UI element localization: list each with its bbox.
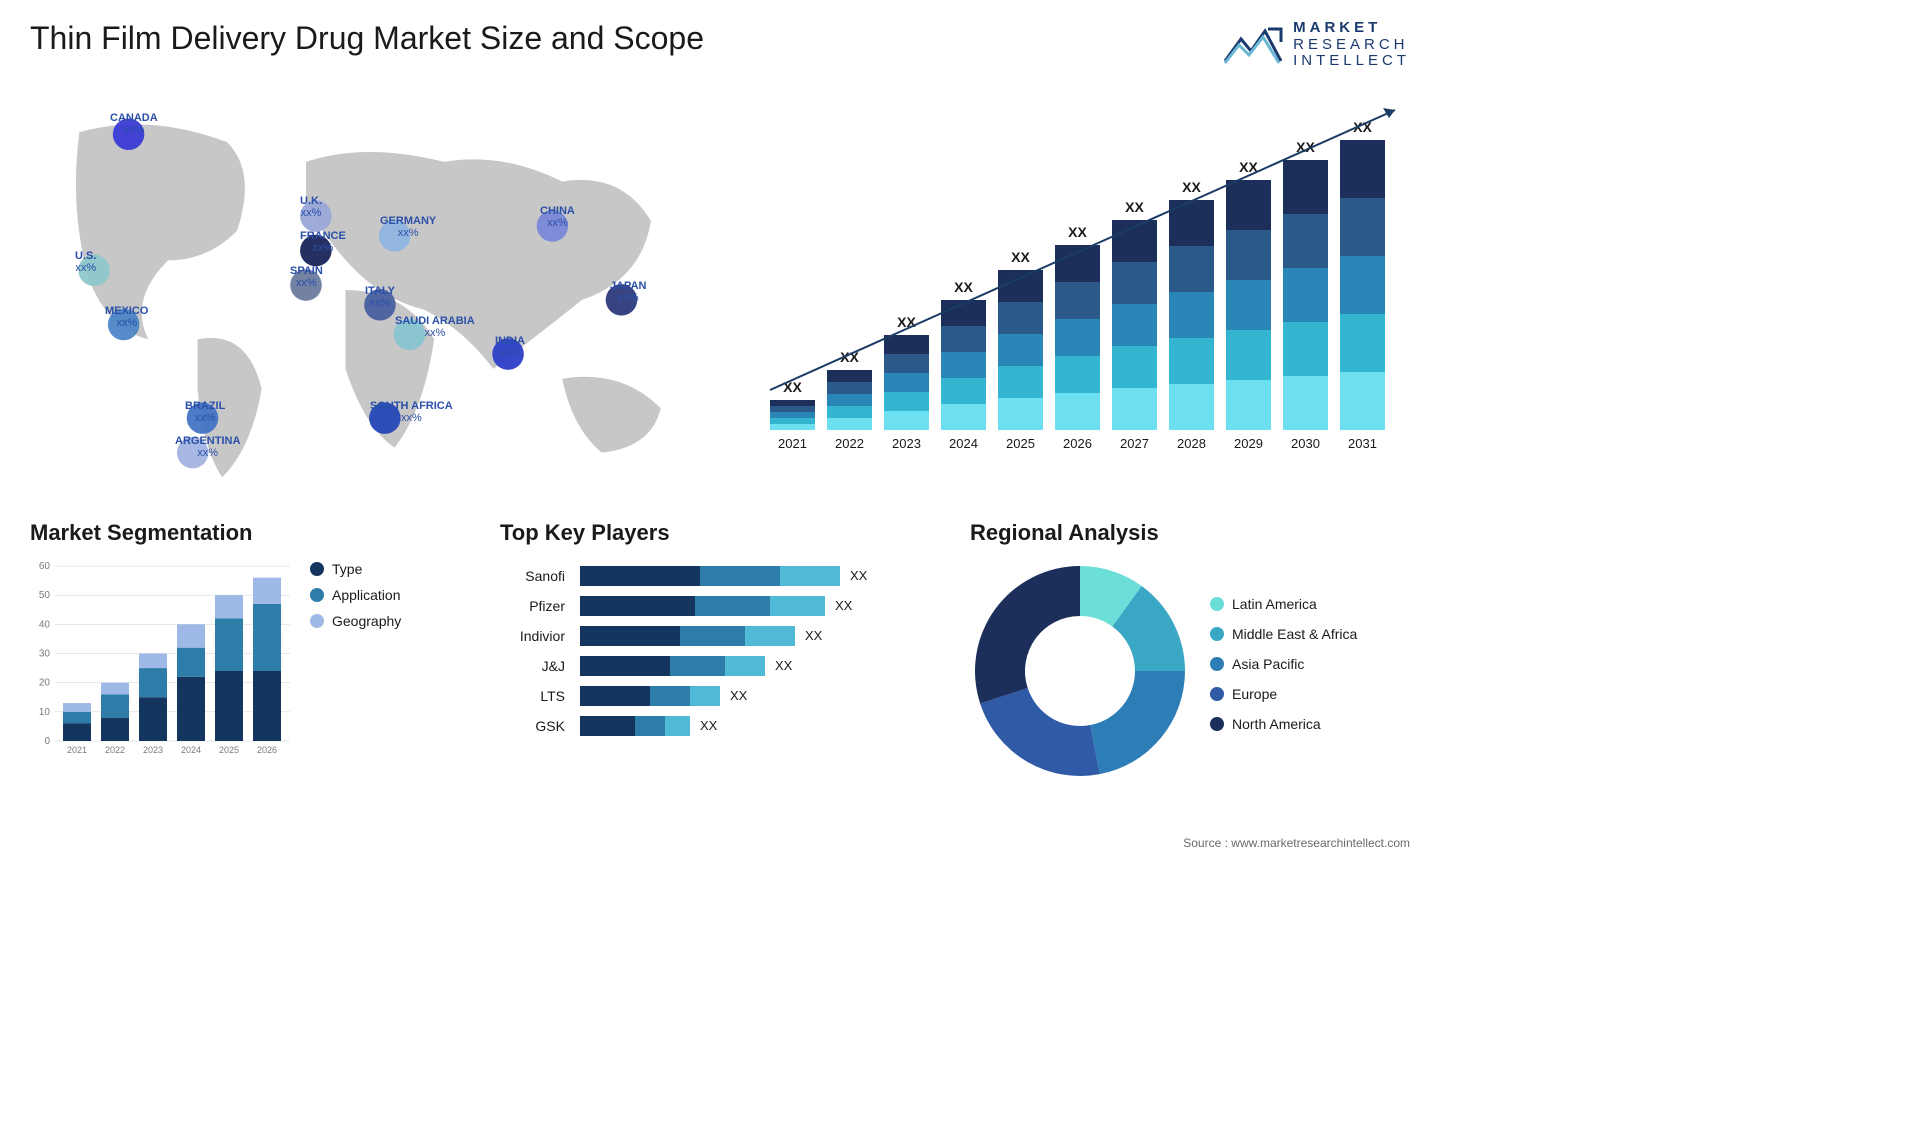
svg-text:XX: XX (1182, 179, 1201, 195)
regional-legend: Latin America Middle East & Africa Asia Pa… (1210, 596, 1357, 746)
player-row: XX (580, 651, 940, 681)
map-label-uk: U.K.xx% (300, 195, 322, 219)
svg-text:XX: XX (783, 379, 802, 395)
growth-chart-panel: XX 2021 XX 2022 XX 2023 XX 2024 XX 2025 XX 2026 XX 20… (760, 90, 1410, 470)
map-label-saudiarabia: SAUDI ARABIAxx% (395, 315, 475, 339)
svg-text:2027: 2027 (1120, 436, 1149, 451)
map-label-china: CHINAxx% (540, 205, 575, 229)
player-row: XX (580, 591, 940, 621)
top-row: CANADAxx% U.S.xx% MEXICOxx% BRAZILxx% ARGENT… (30, 90, 1410, 490)
logo-icon (1223, 21, 1283, 69)
segmentation-legend: Type Application Geography (310, 561, 470, 761)
svg-text:2023: 2023 (143, 745, 163, 755)
header: Thin Film Delivery Drug Market Size and … (30, 20, 1410, 70)
svg-text:60: 60 (39, 561, 51, 572)
svg-text:XX: XX (954, 279, 973, 295)
players-labels: SanofiPfizerIndiviorJ&JLTSGSK (500, 561, 580, 741)
region-legend-middleeastafrica: Middle East & Africa (1210, 626, 1357, 642)
svg-text:2021: 2021 (778, 436, 807, 451)
svg-text:2021: 2021 (67, 745, 87, 755)
player-label-jj: J&J (500, 651, 565, 681)
region-legend-asiapacific: Asia Pacific (1210, 656, 1357, 672)
svg-text:2023: 2023 (892, 436, 921, 451)
player-label-lts: LTS (500, 681, 565, 711)
svg-text:30: 30 (39, 648, 51, 659)
players-panel: Top Key Players SanofiPfizerIndiviorJ&JL… (500, 520, 940, 781)
region-legend-northamerica: North America (1210, 716, 1357, 732)
svg-text:50: 50 (39, 590, 51, 601)
world-map-panel: CANADAxx% U.S.xx% MEXICOxx% BRAZILxx% ARGENT… (30, 90, 720, 490)
source-text: Source : www.marketresearchintellect.com (1183, 836, 1410, 850)
map-label-india: INDIAxx% (495, 335, 525, 359)
svg-text:2022: 2022 (835, 436, 864, 451)
logo: MARKET RESEARCH INTELLECT (1223, 20, 1410, 70)
players-bars: XXXXXXXXXXXX (580, 561, 940, 741)
svg-text:XX: XX (897, 314, 916, 330)
player-row: XX (580, 561, 940, 591)
svg-text:2030: 2030 (1291, 436, 1320, 451)
svg-text:2024: 2024 (949, 436, 978, 451)
map-label-germany: GERMANYxx% (380, 215, 436, 239)
seg-legend-application: Application (310, 587, 470, 603)
map-label-argentina: ARGENTINAxx% (175, 435, 240, 459)
svg-text:2025: 2025 (1006, 436, 1035, 451)
seg-legend-type: Type (310, 561, 470, 577)
regional-donut (970, 561, 1190, 781)
svg-text:40: 40 (39, 619, 51, 630)
segmentation-chart: 0 10 20 30 40 50 60 2021 2022 2023 2024 2025 2026 (30, 561, 290, 761)
segmentation-panel: Market Segmentation 0 10 20 30 40 50 60 2021 202… (30, 520, 470, 781)
player-label-pfizer: Pfizer (500, 591, 565, 621)
svg-text:20: 20 (39, 677, 51, 688)
region-legend-europe: Europe (1210, 686, 1357, 702)
svg-text:2031: 2031 (1348, 436, 1377, 451)
map-label-italy: ITALYxx% (365, 285, 395, 309)
player-row: XX (580, 621, 940, 651)
player-label-sanofi: Sanofi (500, 561, 565, 591)
regional-title: Regional Analysis (970, 520, 1410, 546)
page-title: Thin Film Delivery Drug Market Size and … (30, 20, 704, 57)
regional-panel: Regional Analysis Latin America Middle Ea… (970, 520, 1410, 781)
bottom-row: Market Segmentation 0 10 20 30 40 50 60 2021 202… (30, 520, 1410, 781)
region-legend-latinamerica: Latin America (1210, 596, 1357, 612)
svg-text:2028: 2028 (1177, 436, 1206, 451)
svg-text:XX: XX (1125, 199, 1144, 215)
map-label-japan: JAPANxx% (610, 280, 646, 304)
svg-text:0: 0 (44, 736, 50, 747)
svg-text:2026: 2026 (1063, 436, 1092, 451)
map-label-canada: CANADAxx% (110, 112, 158, 136)
svg-text:2022: 2022 (105, 745, 125, 755)
player-row: XX (580, 681, 940, 711)
player-row: XX (580, 711, 940, 741)
players-title: Top Key Players (500, 520, 940, 546)
map-label-france: FRANCExx% (300, 230, 346, 254)
logo-text: MARKET RESEARCH INTELLECT (1293, 20, 1410, 70)
svg-text:10: 10 (39, 706, 51, 717)
svg-text:XX: XX (1068, 224, 1087, 240)
map-label-southafrica: SOUTH AFRICAxx% (370, 400, 453, 424)
map-label-brazil: BRAZILxx% (185, 400, 225, 424)
player-label-indivior: Indivior (500, 621, 565, 651)
growth-chart: XX 2021 XX 2022 XX 2023 XX 2024 XX 2025 XX 2026 XX 20… (760, 90, 1410, 470)
map-label-mexico: MEXICOxx% (105, 305, 148, 329)
map-label-us: U.S.xx% (75, 250, 96, 274)
segmentation-title: Market Segmentation (30, 520, 470, 546)
svg-text:2026: 2026 (257, 745, 277, 755)
map-label-spain: SPAINxx% (290, 265, 323, 289)
svg-text:2025: 2025 (219, 745, 239, 755)
svg-text:XX: XX (1011, 249, 1030, 265)
seg-legend-geography: Geography (310, 613, 470, 629)
svg-text:2029: 2029 (1234, 436, 1263, 451)
svg-text:2024: 2024 (181, 745, 201, 755)
player-label-gsk: GSK (500, 711, 565, 741)
